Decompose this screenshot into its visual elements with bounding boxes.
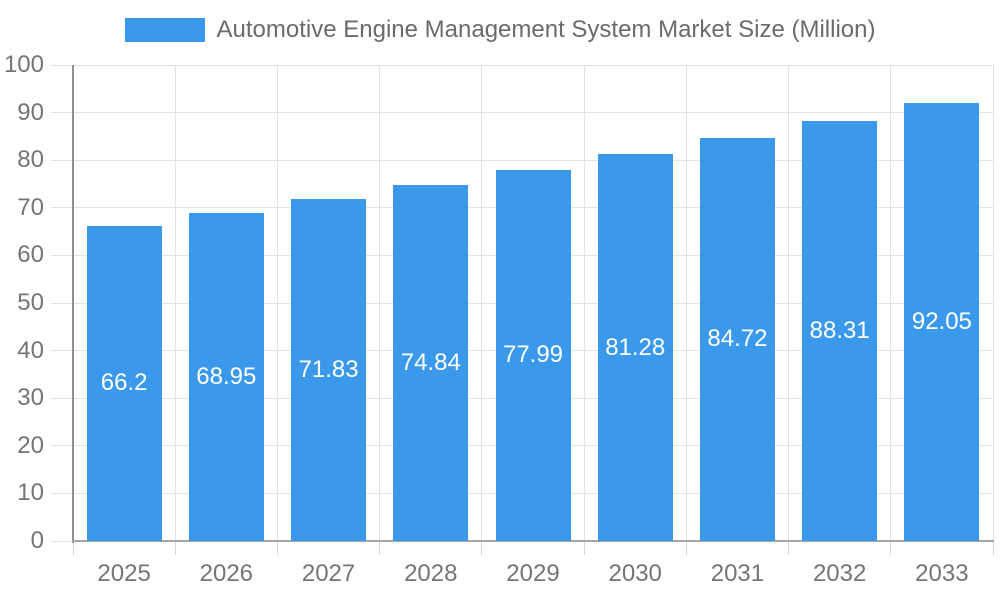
x-axis-tick: [72, 542, 74, 555]
bar[interactable]: [495, 169, 571, 541]
y-axis-tick: [51, 397, 73, 399]
bar[interactable]: [904, 102, 980, 541]
v-gridline: [685, 65, 687, 541]
v-gridline: [379, 65, 381, 541]
v-gridline: [583, 65, 585, 541]
x-tick-label: 2026: [199, 560, 254, 587]
v-gridline: [890, 65, 892, 541]
bar[interactable]: [188, 212, 264, 541]
y-axis-tick: [51, 159, 73, 161]
bar-value-label: 81.28: [605, 333, 666, 361]
x-tick-label: 2030: [608, 560, 662, 587]
y-tick-label: 10: [17, 479, 44, 507]
y-axis-tick: [51, 540, 73, 542]
bar[interactable]: [291, 199, 367, 541]
y-tick-label: 50: [17, 289, 44, 316]
bar-value-label: 92.05: [911, 307, 972, 335]
v-gridline: [276, 65, 278, 541]
legend-item[interactable]: Automotive Engine Management System Mark…: [0, 14, 1000, 46]
x-tick-label: 2033: [915, 560, 969, 587]
y-axis-tick: [51, 350, 73, 352]
bar-value-label: 77.99: [502, 341, 564, 369]
x-axis-tick: [276, 542, 278, 555]
x-axis-tick: [992, 542, 994, 555]
bar-value-label: 71.83: [298, 356, 359, 384]
x-axis-tick: [583, 542, 585, 555]
x-tick-label: 2028: [404, 560, 458, 587]
bar[interactable]: [597, 154, 673, 541]
h-gridline: [73, 159, 993, 161]
x-tick-label: 2031: [710, 560, 765, 587]
x-tick-label: 2029: [506, 560, 560, 587]
y-tick-label: 30: [17, 384, 44, 412]
y-tick-label: 0: [30, 527, 44, 554]
y-axis-line: [72, 65, 74, 543]
v-gridline: [174, 65, 176, 541]
x-axis-tick: [481, 542, 483, 555]
y-tick-label: 90: [17, 98, 44, 126]
y-axis-tick: [51, 492, 73, 494]
bar[interactable]: [86, 225, 162, 541]
bar[interactable]: [802, 120, 878, 541]
y-axis-tick: [51, 64, 73, 66]
x-axis-tick: [174, 542, 176, 555]
y-tick-label: 40: [17, 336, 44, 364]
x-tick-label: 2027: [301, 560, 356, 587]
v-gridline: [788, 65, 790, 541]
legend-swatch: [124, 18, 205, 42]
h-gridline: [73, 112, 993, 114]
y-axis-tick: [51, 207, 73, 209]
x-axis-tick: [890, 542, 892, 555]
y-tick-label: 70: [17, 193, 44, 221]
bar[interactable]: [393, 184, 469, 541]
v-gridline: [481, 65, 483, 541]
y-axis-tick: [51, 445, 73, 447]
bar-value-label: 84.72: [707, 325, 768, 353]
bar-value-label: 66.2: [100, 369, 148, 397]
x-axis-line: [72, 540, 994, 542]
y-tick-label: 20: [17, 431, 44, 459]
x-axis-tick: [685, 542, 687, 555]
bar-value-label: 88.31: [809, 316, 870, 344]
x-axis-tick: [788, 542, 790, 555]
x-tick-label: 2025: [97, 560, 151, 587]
y-axis-tick: [51, 302, 73, 304]
legend-label: Automotive Engine Management System Mark…: [216, 16, 876, 43]
x-axis-tick: [379, 542, 381, 555]
x-tick-label: 2032: [812, 560, 867, 587]
bar-value-label: 74.84: [400, 348, 461, 376]
v-gridline: [992, 65, 994, 541]
bar-value-label: 68.95: [196, 362, 257, 390]
y-axis-tick: [51, 112, 73, 114]
y-tick-label: 80: [17, 146, 44, 174]
y-tick-label: 100: [3, 51, 44, 78]
bar[interactable]: [699, 137, 775, 541]
y-axis-tick: [51, 254, 73, 256]
h-gridline: [73, 64, 993, 66]
y-tick-label: 60: [17, 241, 44, 269]
